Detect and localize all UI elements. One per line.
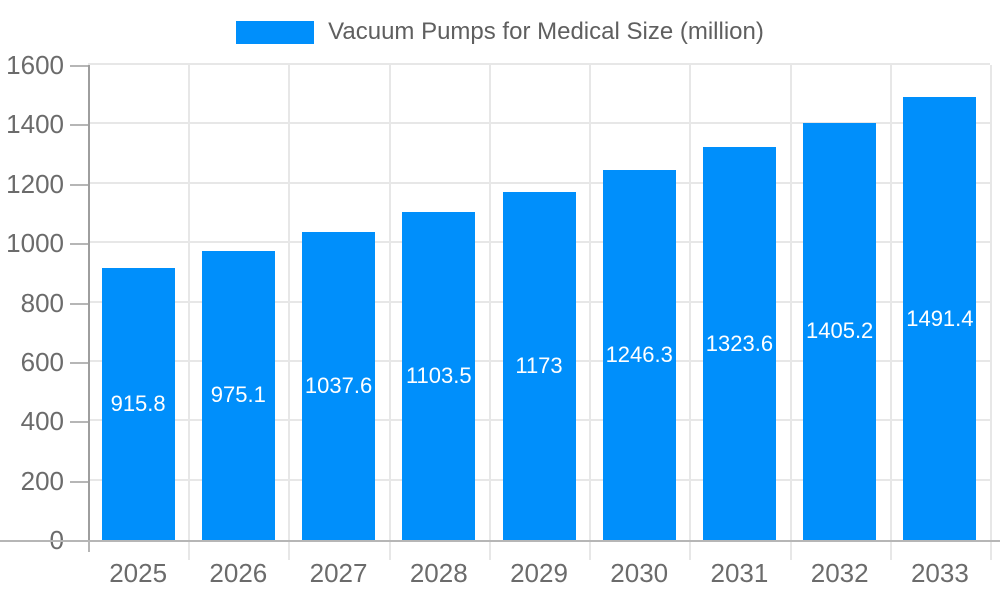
- x-axis-tick-label: 2025: [109, 558, 168, 588]
- bar-2028[interactable]: 1103.5: [402, 212, 476, 540]
- y-axis-tick-label: 1400: [6, 109, 64, 140]
- y-axis-tick-label: 200: [20, 465, 64, 496]
- y-axis-tick: [70, 65, 88, 67]
- bar-2033[interactable]: 1491.4: [903, 97, 977, 540]
- bar-value-label: 1103.5: [405, 363, 472, 389]
- y-axis-tick: [70, 480, 88, 483]
- x-axis-tick-label: 2026: [209, 558, 268, 588]
- x-axis-tick: [88, 540, 90, 552]
- y-axis-tick-label: 400: [20, 406, 64, 437]
- legend-series-label: Vacuum Pumps for Medical Size (million): [328, 18, 764, 45]
- x-gridline: [889, 65, 892, 540]
- x-axis-tick: [288, 540, 291, 560]
- x-gridline: [689, 65, 692, 540]
- x-axis-tick-label: 2029: [510, 558, 568, 588]
- x-axis-tick: [488, 540, 491, 560]
- x-axis-tick: [388, 540, 391, 560]
- x-gridline: [288, 65, 291, 540]
- bar-2032[interactable]: 1405.2: [803, 122, 877, 540]
- y-axis-line: [88, 65, 90, 540]
- x-gridline: [789, 65, 792, 540]
- y-axis-tick: [70, 124, 88, 127]
- y-axis-tick-label: 1000: [6, 228, 64, 259]
- x-axis-tick: [188, 540, 191, 560]
- bar-2030[interactable]: 1246.3: [602, 170, 676, 540]
- plot-area: 915.8 975.1 1037.6 1103.5 1173 1246.3 1323.6 14…: [88, 63, 992, 540]
- bar-2026[interactable]: 975.1: [201, 250, 275, 540]
- legend-swatch-icon: [236, 20, 315, 44]
- x-axis-tick: [990, 540, 992, 560]
- x-axis-tick: [589, 540, 592, 560]
- x-axis-tick: [789, 540, 792, 560]
- bar-value-label: 1323.6: [705, 330, 774, 356]
- bar-value-label: 1491.4: [906, 305, 974, 331]
- x-gridline: [990, 65, 992, 540]
- x-axis-tick-label: 2027: [309, 558, 368, 588]
- y-axis-tick-label: 600: [20, 346, 64, 377]
- bar-2031[interactable]: 1323.6: [702, 147, 776, 540]
- chart-legend[interactable]: Vacuum Pumps for Medical Size (million): [0, 14, 1000, 50]
- y-axis-tick-label: 1200: [6, 168, 64, 199]
- bar-value-label: 975.1: [210, 382, 266, 408]
- x-axis-line: [0, 540, 1000, 542]
- y-axis-tick: [70, 302, 88, 305]
- bar-value-label: 1037.6: [304, 372, 373, 398]
- y-axis-tick: [70, 361, 88, 364]
- y-axis-tick: [70, 183, 88, 186]
- y-axis-tick-label: 1600: [6, 50, 64, 80]
- x-gridline: [188, 65, 191, 540]
- bar-value-label: 1173: [515, 352, 563, 378]
- bar-value-label: 1405.2: [806, 318, 874, 344]
- x-axis-tick-label: 2028: [409, 558, 468, 588]
- bar-value-label: 1246.3: [605, 342, 673, 367]
- x-axis-tick: [689, 540, 692, 560]
- y-gridline: [88, 181, 990, 184]
- bar-2025[interactable]: 915.8: [101, 268, 175, 540]
- y-gridline: [88, 63, 990, 65]
- x-gridline: [488, 65, 491, 540]
- y-axis-tick-label: 800: [20, 287, 64, 318]
- x-axis-tick-label: 2030: [610, 558, 669, 588]
- y-gridline: [88, 122, 990, 125]
- y-axis-tick: [70, 243, 88, 246]
- x-gridline: [388, 65, 391, 540]
- x-gridline: [589, 65, 592, 540]
- x-axis-tick-label: 2032: [810, 558, 869, 588]
- x-axis-tick: [889, 540, 892, 560]
- bar-2027[interactable]: 1037.6: [302, 231, 376, 540]
- bar-value-label: 915.8: [110, 391, 166, 417]
- y-axis-tick: [70, 421, 88, 424]
- x-axis-tick-label: 2031: [710, 558, 769, 588]
- bar-2029[interactable]: 1173: [502, 191, 576, 540]
- x-axis-tick-label: 2033: [910, 558, 969, 588]
